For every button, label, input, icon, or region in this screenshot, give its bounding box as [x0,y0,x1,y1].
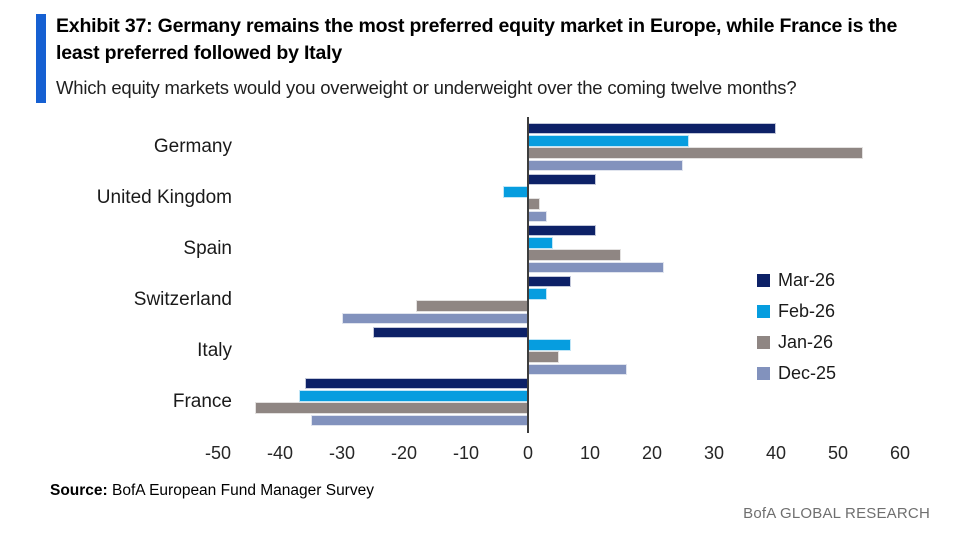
source-note: Source: BofA European Fund Manager Surve… [50,482,374,500]
x-tick--20: -20 [390,443,418,463]
legend-item-feb-26: Feb-26 [757,298,835,324]
bar-feb-26-germany [528,135,690,147]
bar-jan-26-france [255,402,528,414]
bar-jan-26-switzerland [416,300,528,312]
legend-label-jan-26: Jan-26 [778,331,834,352]
bar-mar-26-italy [373,326,528,339]
bar-jan-26-italy [528,351,559,363]
bar-dec-25-france [311,414,528,427]
legend-swatch-dec-25 [757,366,770,380]
x-tick-10: 10 [579,443,601,463]
legend-swatch-feb-26 [757,304,770,318]
x-tick-50: 50 [827,443,849,463]
legend-item-mar-26: Mar-26 [757,267,835,293]
category-label-france: France [172,391,232,412]
legend-swatch-jan-26 [757,335,770,349]
x-tick-30: 30 [703,443,725,463]
bar-mar-26-switzerland [528,275,572,288]
bar-mar-26-spain [528,224,597,237]
survey-question: Which equity markets would you overweigh… [56,77,797,98]
bar-feb-26-united-kingdom [503,186,528,198]
source-text: BofA European Fund Manager Survey [107,482,374,499]
bar-feb-26-switzerland [528,288,547,300]
bar-jan-26-germany [528,147,863,159]
x-tick-20: 20 [641,443,663,463]
exhibit-title: Exhibit 37: Germany remains the most pre… [56,15,898,64]
x-tick-60: 60 [889,443,911,463]
zero-axis-line [527,117,529,433]
category-label-united-kingdom: United Kingdom [96,187,232,208]
legend-item-jan-26: Jan-26 [757,329,833,355]
x-tick-40: 40 [765,443,787,463]
bar-dec-25-italy [528,363,628,376]
x-tick--10: -10 [452,443,480,463]
bar-jan-26-united-kingdom [528,198,541,210]
bar-dec-25-germany [528,159,683,172]
title-accent-bar [36,14,46,103]
bar-feb-26-italy [528,339,572,351]
legend-swatch-mar-26 [757,273,770,287]
bar-feb-26-france [298,390,528,402]
legend-label-mar-26: Mar-26 [778,269,836,290]
legend-label-dec-25: Dec-25 [778,362,837,383]
category-label-germany: Germany [153,136,232,157]
bar-mar-26-germany [528,122,776,135]
bar-dec-25-united-kingdom [528,210,547,223]
legend-label-feb-26: Feb-26 [778,300,836,321]
x-tick-0: 0 [522,443,534,463]
brand-credit: BofA GLOBAL RESEARCH [743,505,930,522]
bar-dec-25-spain [528,261,665,274]
x-tick--50: -50 [204,443,232,463]
legend-item-dec-25: Dec-25 [757,360,836,386]
x-tick--30: -30 [328,443,356,463]
bar-mar-26-united-kingdom [528,173,597,186]
category-label-italy: Italy [197,340,232,361]
bar-jan-26-spain [528,249,621,261]
bar-mar-26-france [304,377,528,390]
bar-feb-26-spain [528,237,553,249]
source-label: Source: [50,482,108,499]
category-label-switzerland: Switzerland [133,289,232,310]
x-tick--40: -40 [266,443,294,463]
bar-dec-25-switzerland [342,312,528,325]
category-label-spain: Spain [183,238,232,259]
